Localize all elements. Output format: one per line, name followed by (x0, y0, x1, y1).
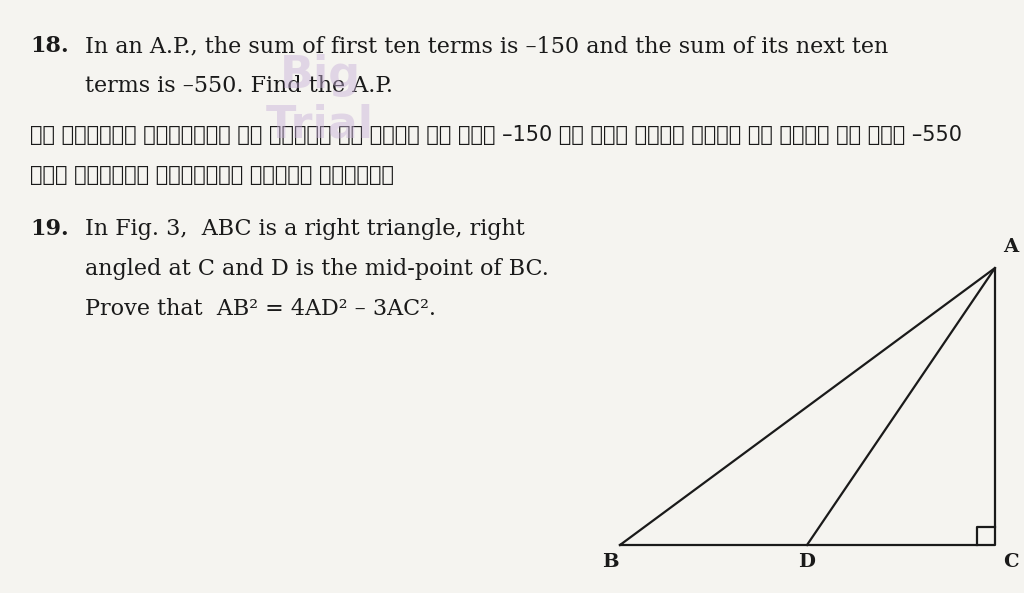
Text: In Fig. 3,  ABC is a right triangle, right: In Fig. 3, ABC is a right triangle, righ… (85, 218, 524, 240)
Text: D: D (799, 553, 815, 571)
Text: 19.: 19. (30, 218, 69, 240)
Text: 18.: 18. (30, 35, 69, 57)
Text: C: C (1002, 553, 1019, 571)
Text: terms is –550. Find the A.P.: terms is –550. Find the A.P. (85, 75, 393, 97)
Text: A: A (1002, 238, 1018, 256)
Text: Prove that  AB² = 4AD² – 3AC².: Prove that AB² = 4AD² – 3AC². (85, 298, 436, 320)
Text: B: B (602, 553, 618, 571)
Text: angled at C and D is the mid-point of BC.: angled at C and D is the mid-point of BC… (85, 258, 549, 280)
Text: Big
Trial: Big Trial (266, 53, 374, 146)
Text: एक समांतर श्रेढ़ी के प्रथम दस पदों का योग –150 है तथा इसके अगले दस पदों का योग –: एक समांतर श्रेढ़ी के प्रथम दस पदों का यो… (30, 125, 962, 145)
Text: In an A.P., the sum of first ten terms is –150 and the sum of its next ten: In an A.P., the sum of first ten terms i… (85, 35, 888, 57)
Text: है। समांतर श्रेढ़ी ज्ञात कीजिए।: है। समांतर श्रेढ़ी ज्ञात कीजिए। (30, 165, 394, 185)
